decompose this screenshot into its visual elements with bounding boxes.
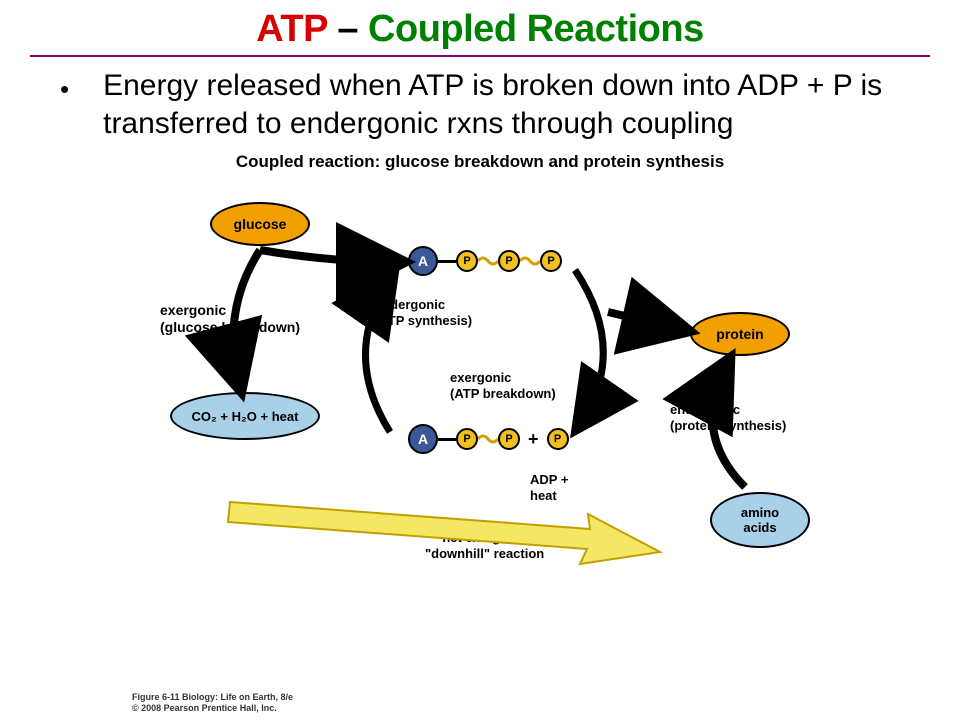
squiggle-bond-icon [520,255,540,267]
title-dash: – [327,8,368,50]
adenosine-icon: A [408,246,438,276]
label-net-exergonic: net exergonic "downhill" reaction [425,530,544,561]
bullet-item: • Energy released when ATP is broken dow… [60,67,920,142]
node-amino-label: amino acids [741,505,779,535]
atp-molecule: A P P P [408,246,562,276]
diagram-title: Coupled reaction: glucose breakdown and … [130,152,830,172]
phosphate-icon: P [456,428,478,450]
node-co2-label: CO₂ + H₂O + heat [192,409,299,424]
figure-credit: Figure 6-11 Biology: Life on Earth, 8/e … [132,692,293,714]
squiggle-bond-icon [478,255,498,267]
bullet-area: • Energy released when ATP is broken dow… [0,67,960,142]
node-glucose-label: glucose [234,216,287,232]
node-amino: amino acids [710,492,810,548]
bullet-dot: • [60,73,69,142]
bond-icon [438,438,456,441]
node-glucose: glucose [210,202,310,246]
phosphate-icon: P [498,428,520,450]
adenosine-icon: A [408,424,438,454]
title-rule [30,55,930,57]
label-exergonic-atp: exergonic (ATP breakdown) [450,370,556,401]
credit-line2: © 2008 Pearson Prentice Hall, Inc. [132,703,293,714]
phosphate-icon: P [540,250,562,272]
phosphate-icon: P [456,250,478,272]
title-part-coupled: Coupled Reactions [368,8,704,50]
bond-icon [438,260,456,263]
label-adp-heat: ADP + heat [530,472,568,503]
arrow-to-atp [260,250,400,262]
phosphate-icon: P [547,428,569,450]
node-co2: CO₂ + H₂O + heat [170,392,320,440]
label-exergonic-glucose: exergonic (glucose breakdown) [160,302,300,336]
phosphate-icon: P [498,250,520,272]
node-protein: protein [690,312,790,356]
coupled-reaction-diagram: Coupled reaction: glucose breakdown and … [130,152,830,592]
bullet-text: Energy released when ATP is broken down … [103,67,920,142]
label-protein-synth: endergonic (protein synthesis) [670,402,786,433]
arrow-to-protein [608,312,685,330]
node-protein-label: protein [716,326,763,342]
plus-icon: + [528,429,539,450]
title-part-atp: ATP [256,8,327,50]
slide-title: ATP – Coupled Reactions [0,0,960,51]
arrow-atp-to-adp [575,270,603,427]
squiggle-bond-icon [478,433,498,445]
label-endergonic-atp: endergonic (ATP synthesis) [375,297,472,328]
credit-line1: Figure 6-11 Biology: Life on Earth, 8/e [132,692,293,703]
adp-molecule: A P P + P [408,424,569,454]
